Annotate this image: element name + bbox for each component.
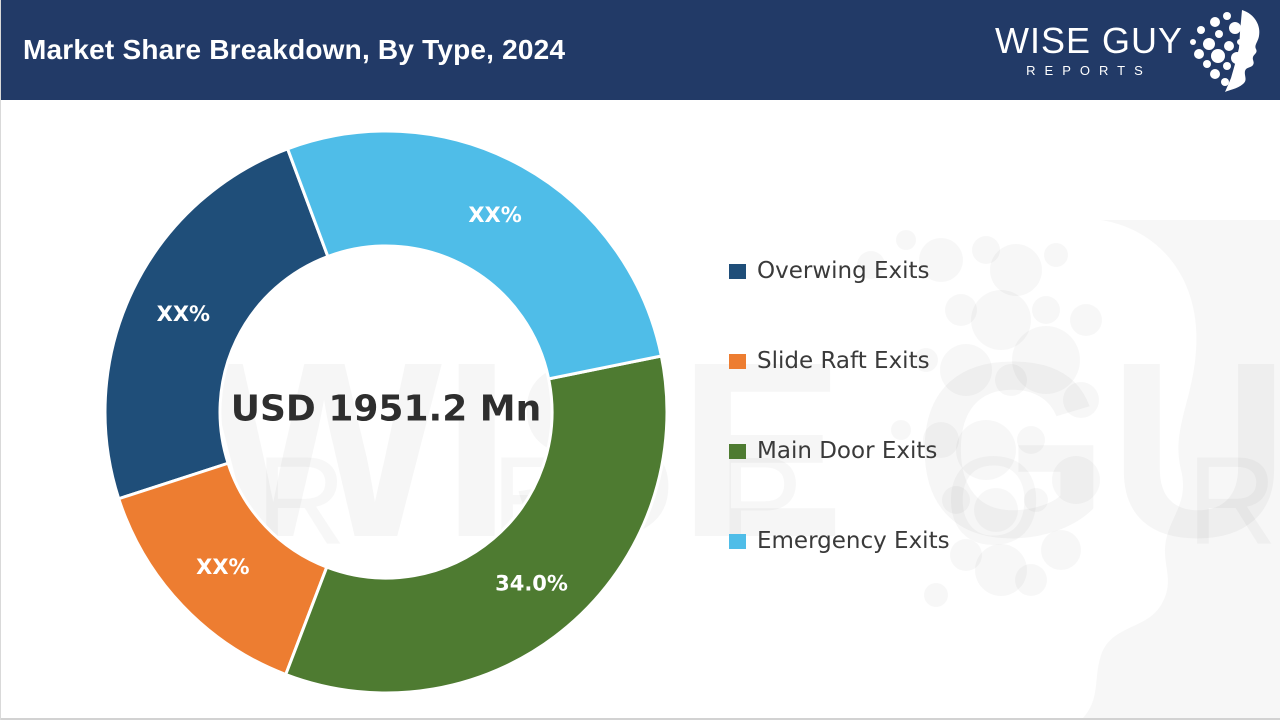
legend-swatch-emergency xyxy=(729,533,746,549)
legend-item-main-door-exits: Main Door Exits xyxy=(729,438,950,464)
donut-chart: XX% XX% 34.0% XX% USD 1951.2 Mn xyxy=(101,127,671,697)
donut-svg: XX% XX% 34.0% XX% xyxy=(103,129,669,695)
brand-text: WISE GUY REPORTS xyxy=(994,19,1183,78)
segment-value-label: XX% xyxy=(468,203,521,227)
chart-area: WISE GUY R E P O R T S X xyxy=(1,100,1280,720)
legend-swatch-overwing xyxy=(729,263,746,279)
donut-segment-3 xyxy=(286,129,663,381)
brand-logo: WISE GUY REPORTS xyxy=(995,4,1263,96)
logo-subtext: REPORTS xyxy=(1026,62,1152,78)
donut-center-value: USD 1951.2 Mn xyxy=(230,388,542,430)
legend-label: Emergency Exits xyxy=(757,527,950,554)
logo-wordmark: WISE GUY xyxy=(994,19,1183,61)
legend-swatch-main-door xyxy=(729,443,746,459)
legend-item-emergency-exits: Emergency Exits xyxy=(729,528,950,554)
donut-segment-2 xyxy=(284,354,669,695)
segment-value-label: XX% xyxy=(157,302,210,326)
donut-segment-0 xyxy=(103,147,330,501)
legend-item-slide-raft-exits: Slide Raft Exits xyxy=(729,348,950,374)
legend-label: Slide Raft Exits xyxy=(757,347,930,374)
page-title: Market Share Breakdown, By Type, 2024 xyxy=(23,34,566,65)
header: Market Share Breakdown, By Type, 2024 WI… xyxy=(1,0,1280,100)
legend-swatch-slide-raft xyxy=(729,353,746,369)
legend: Overwing Exits Slide Raft Exits Main Doo… xyxy=(729,258,950,618)
legend-label: Overwing Exits xyxy=(757,257,930,284)
segment-value-label: 34.0% xyxy=(495,572,568,596)
legend-label: Main Door Exits xyxy=(757,437,938,464)
segment-value-label: XX% xyxy=(196,555,249,579)
wiseguy-face-icon xyxy=(1190,10,1260,92)
legend-item-overwing-exits: Overwing Exits xyxy=(729,258,950,284)
